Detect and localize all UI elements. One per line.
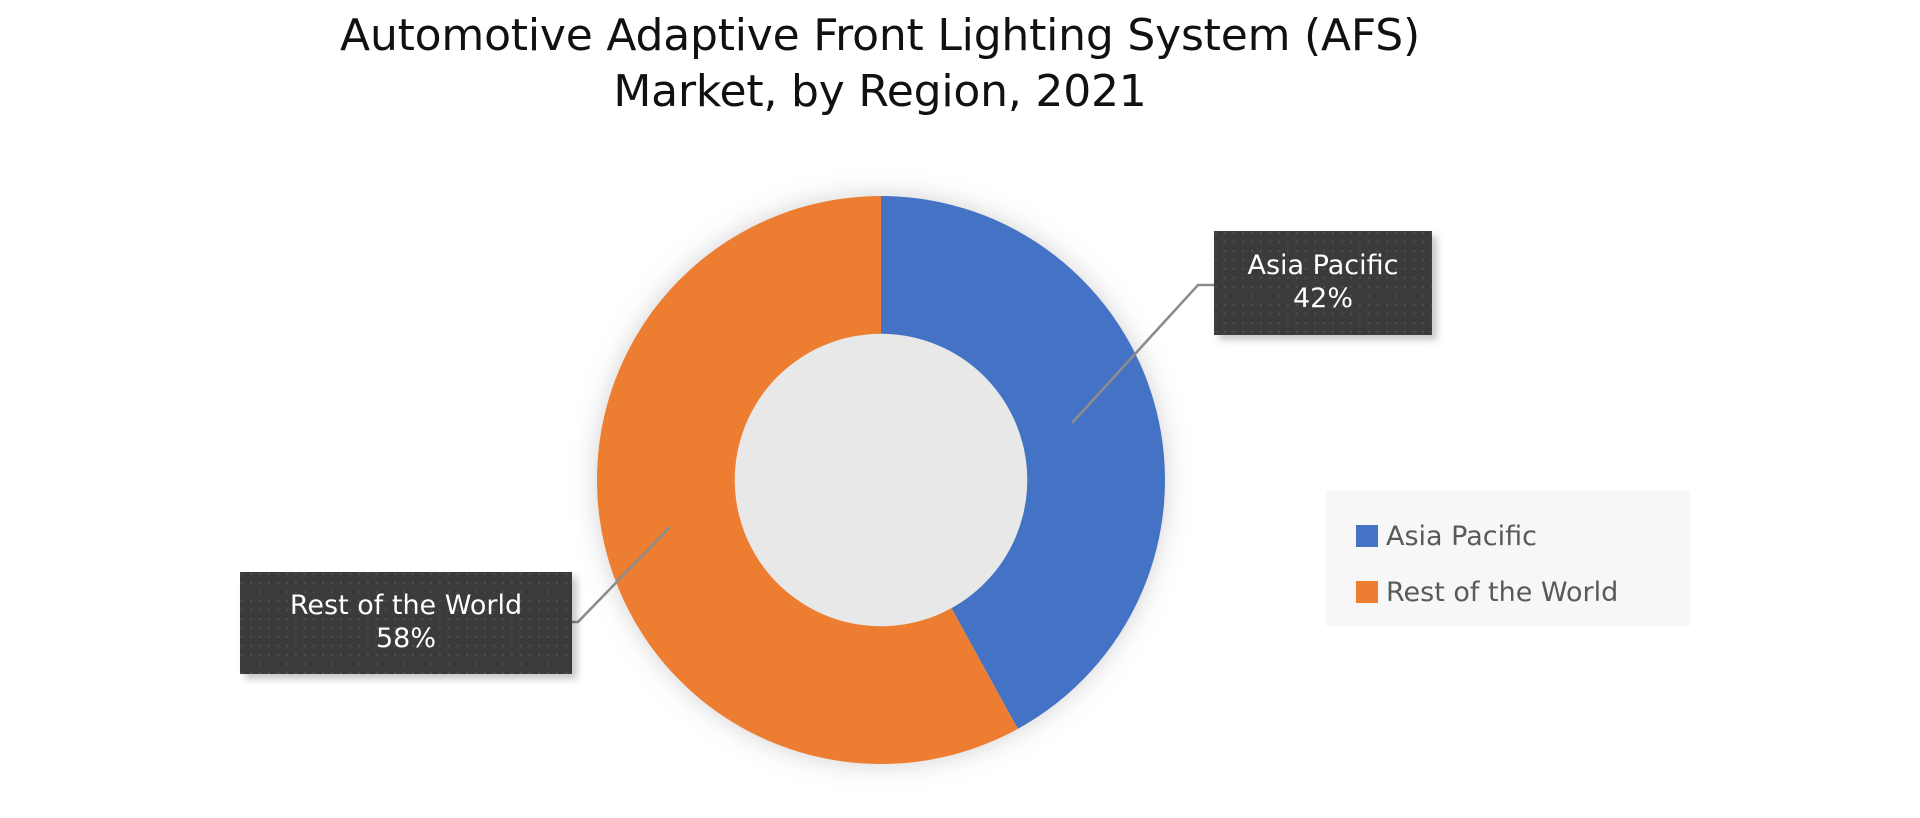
donut-slice-rest-of-world[interactable] [596, 196, 1018, 764]
legend-swatch-icon-rest-of-world [1356, 581, 1378, 603]
data-label-rest-of-world[interactable]: Rest of the World 58% [240, 572, 572, 674]
chart-title: Automotive Adaptive Front Lighting Syste… [340, 10, 1420, 118]
donut-chart-plot-area [557, 156, 1214, 804]
legend-item-rest-of-world[interactable]: Rest of the World [1356, 568, 1690, 616]
data-label-asia-pacific-value: 42% [1292, 283, 1353, 314]
leader-line-asia-pacific [1071, 283, 1214, 424]
data-label-rest-of-world-name: Rest of the World [289, 590, 523, 622]
chart-legend: Asia Pacific Rest of the World [1326, 490, 1690, 626]
data-label-rest-of-world-value: 58% [375, 623, 436, 654]
donut-slice-asia-pacific[interactable] [881, 196, 1165, 729]
legend-label-asia-pacific: Asia Pacific [1386, 520, 1537, 552]
legend-item-asia-pacific[interactable]: Asia Pacific [1356, 512, 1690, 560]
data-label-asia-pacific-name: Asia Pacific [1247, 250, 1399, 282]
donut-chart-svg [562, 196, 1214, 764]
data-label-asia-pacific[interactable]: Asia Pacific 42% [1214, 231, 1432, 335]
legend-swatch-icon-asia-pacific [1356, 525, 1378, 547]
legend-label-rest-of-world: Rest of the World [1386, 576, 1619, 608]
